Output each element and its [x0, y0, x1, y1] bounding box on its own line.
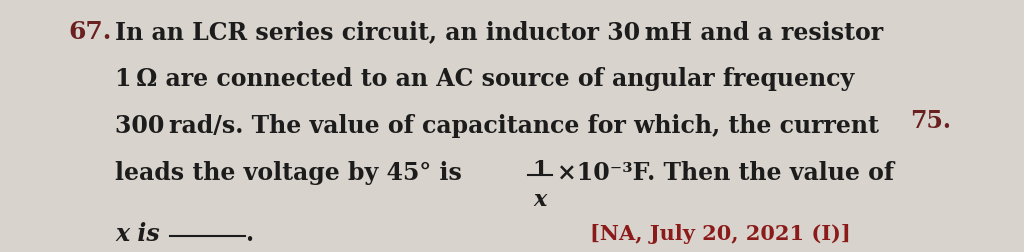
Text: 300 rad/s. The value of capacitance for which, the current: 300 rad/s. The value of capacitance for …	[115, 114, 879, 138]
Text: leads the voltage by 45° is: leads the voltage by 45° is	[115, 161, 462, 185]
Text: x is: x is	[115, 222, 160, 246]
Text: 67.: 67.	[68, 20, 112, 44]
Text: ×10⁻³F. Then the value of: ×10⁻³F. Then the value of	[557, 161, 894, 185]
Text: In an LCR series circuit, an inductor 30 mH and a resistor: In an LCR series circuit, an inductor 30…	[115, 20, 883, 44]
Text: [NA, July 20, 2021 (I)]: [NA, July 20, 2021 (I)]	[590, 224, 851, 244]
Text: .: .	[245, 222, 253, 246]
Text: 1: 1	[532, 159, 548, 181]
Text: x: x	[534, 189, 547, 211]
Text: 1 Ω are connected to an AC source of angular frequency: 1 Ω are connected to an AC source of ang…	[115, 67, 854, 91]
Text: 75.: 75.	[910, 109, 951, 133]
